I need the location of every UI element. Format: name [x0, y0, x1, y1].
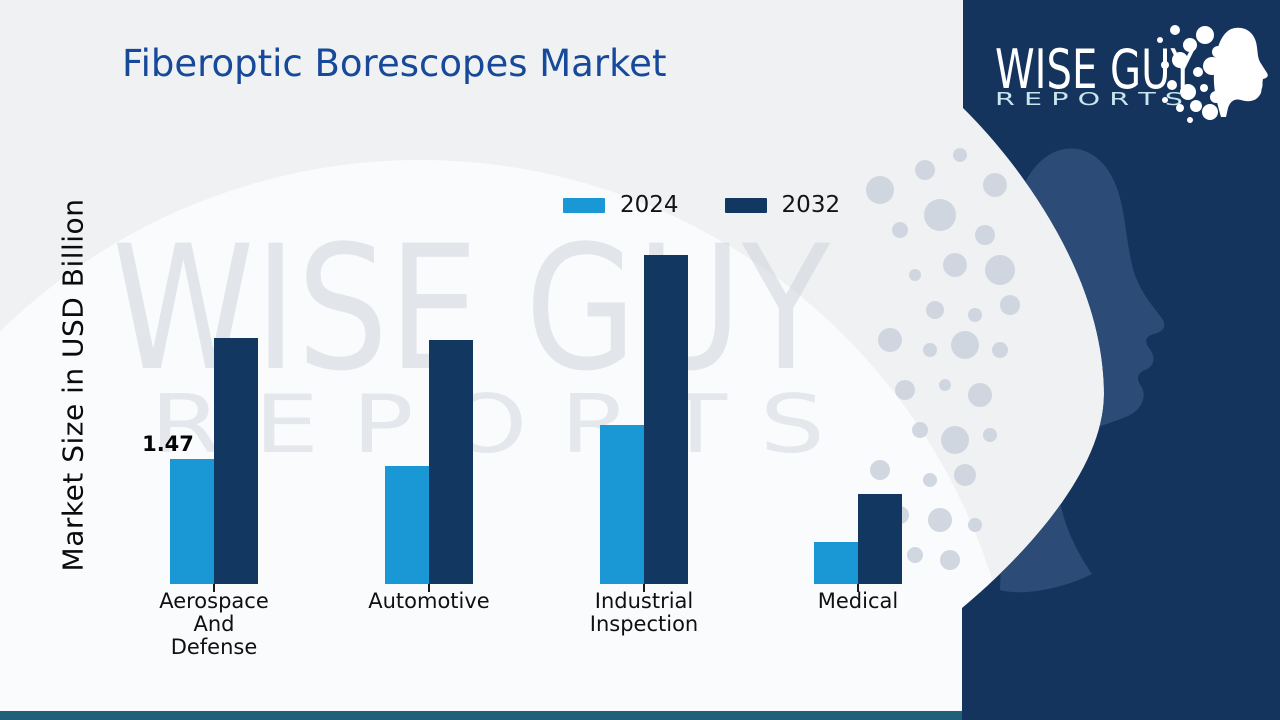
category-label-industrial-inspection: Industrial Inspection: [554, 590, 734, 636]
category-label-line: Medical: [817, 589, 899, 613]
bar-2024-aerospace-and-defense: [170, 459, 214, 584]
page-title: Fiberoptic Borescopes Market: [122, 42, 667, 85]
category-label-line: Industrial: [594, 589, 694, 613]
category-tick: [857, 584, 859, 592]
bar-2032-industrial-inspection: [644, 255, 688, 584]
category-tick: [213, 584, 215, 592]
bar-2024-medical: [814, 542, 858, 584]
bar-2024-industrial-inspection: [600, 425, 644, 584]
logo-reports-text: R E P O R T S: [995, 90, 1183, 110]
bar-2032-medical: [858, 494, 902, 584]
legend-label-2032: 2032: [781, 192, 841, 218]
legend-swatch-2032: [724, 197, 767, 213]
legend-swatch-2024: [563, 197, 605, 213]
bar-2024-automotive: [385, 466, 429, 584]
bar-value-label: 1.47: [142, 432, 194, 456]
category-label-line: And: [193, 612, 235, 636]
logo-wiseguy-text: WISE GUY: [995, 38, 1196, 101]
bar-2032-aerospace-and-defense: [214, 338, 258, 584]
watermark-reports-text: R E P O R T S: [150, 378, 825, 471]
category-label-line: Inspection: [589, 612, 699, 636]
gray-dot-cluster: [866, 148, 1038, 570]
logo-head-icon: [1157, 25, 1268, 123]
category-label-aerospace-and-defense: Aerospace And Defense: [124, 590, 304, 659]
legend: 2024 2032: [563, 192, 840, 218]
category-label-medical: Medical: [768, 590, 948, 613]
y-axis-label: Market Size in USD Billion: [56, 198, 90, 572]
category-tick: [428, 584, 430, 592]
bar-2032-automotive: [429, 340, 473, 584]
category-label-line: Aerospace: [159, 589, 269, 613]
category-label-line: Defense: [170, 635, 258, 659]
legend-label-2024: 2024: [620, 192, 679, 218]
category-tick: [643, 584, 645, 592]
bottom-strip: [0, 711, 962, 720]
category-label-automotive: Automotive: [339, 590, 519, 613]
category-label-line: Automotive: [368, 589, 490, 613]
